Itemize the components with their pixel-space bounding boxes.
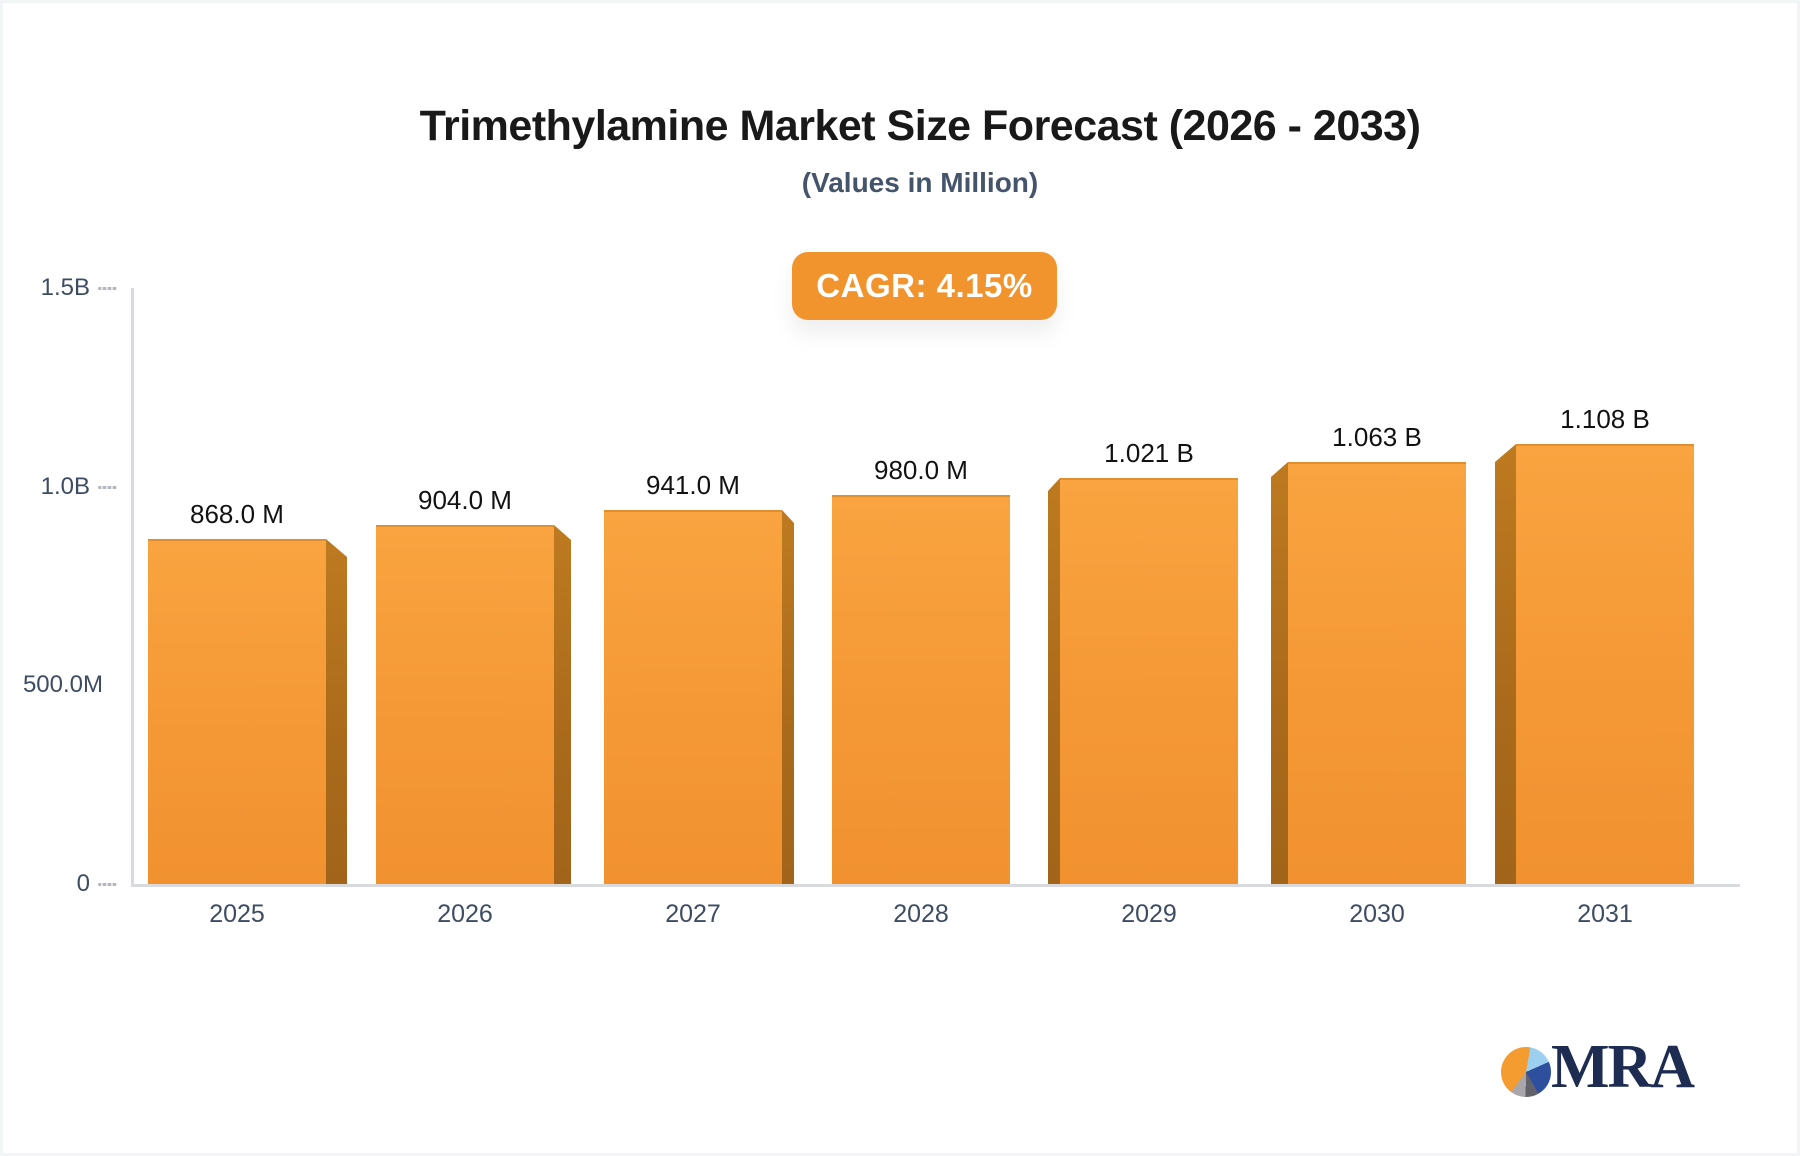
bar-2025 <box>148 539 326 884</box>
bar-2029 <box>1060 478 1238 884</box>
chart-header: Trimethylamine Market Size Forecast (202… <box>10 0 1800 199</box>
x-axis-label-2025: 2025 <box>209 900 265 928</box>
pie-chart-logo-icon <box>1501 1047 1551 1097</box>
x-axis-label-2028: 2028 <box>893 900 949 928</box>
bar-3d-side <box>326 539 347 884</box>
y-tick-label: 1.5B <box>40 274 90 301</box>
bar-2028 <box>832 495 1010 884</box>
bar-2026 <box>376 525 554 884</box>
chart-title: Trimethylamine Market Size Forecast (202… <box>419 102 1421 150</box>
x-axis-label-2031: 2031 <box>1577 900 1633 928</box>
bar-2031 <box>1516 444 1694 884</box>
bar-3d-side <box>1048 478 1060 884</box>
bar-3d-side <box>782 510 794 884</box>
bar-value-label: 1.108 B <box>1560 404 1650 434</box>
bar-2030 <box>1288 462 1466 884</box>
cagr-badge: CAGR: 4.15% <box>792 252 1057 320</box>
y-tick-label: 0 <box>76 870 90 897</box>
x-axis-label-2030: 2030 <box>1349 900 1405 928</box>
bar-value-label: 868.0 M <box>190 499 284 529</box>
x-axis-label-2027: 2027 <box>665 900 721 928</box>
bar-value-label: 941.0 M <box>646 470 740 500</box>
bar-3d-side <box>554 525 571 884</box>
y-tick-dash <box>98 883 117 886</box>
logo-text: MRA <box>1551 1033 1695 1101</box>
cagr-badge-label: CAGR: 4.15% <box>816 267 1033 304</box>
bar-value-label: 1.063 B <box>1332 422 1422 452</box>
mra-logo: MRA <box>1501 1033 1741 1106</box>
bar-2027 <box>604 510 782 884</box>
bar-value-label: 1.021 B <box>1104 438 1194 468</box>
y-tick-dash <box>98 485 117 489</box>
y-tick-dash <box>98 287 117 290</box>
y-axis-line <box>131 288 134 887</box>
bar-3d-side <box>1495 444 1516 884</box>
bar-value-label: 980.0 M <box>874 455 968 485</box>
x-axis-line <box>131 884 1740 887</box>
x-axis-label-2029: 2029 <box>1121 900 1177 928</box>
chart-subtitle: (Values in Million) <box>801 167 1039 198</box>
x-axis-label-2026: 2026 <box>437 900 493 928</box>
bar-3d-side <box>1271 462 1288 884</box>
y-tick-label: 1.0B <box>40 472 90 500</box>
y-tick-label: 500.0M <box>22 671 103 699</box>
bar-value-label: 904.0 M <box>418 485 512 515</box>
